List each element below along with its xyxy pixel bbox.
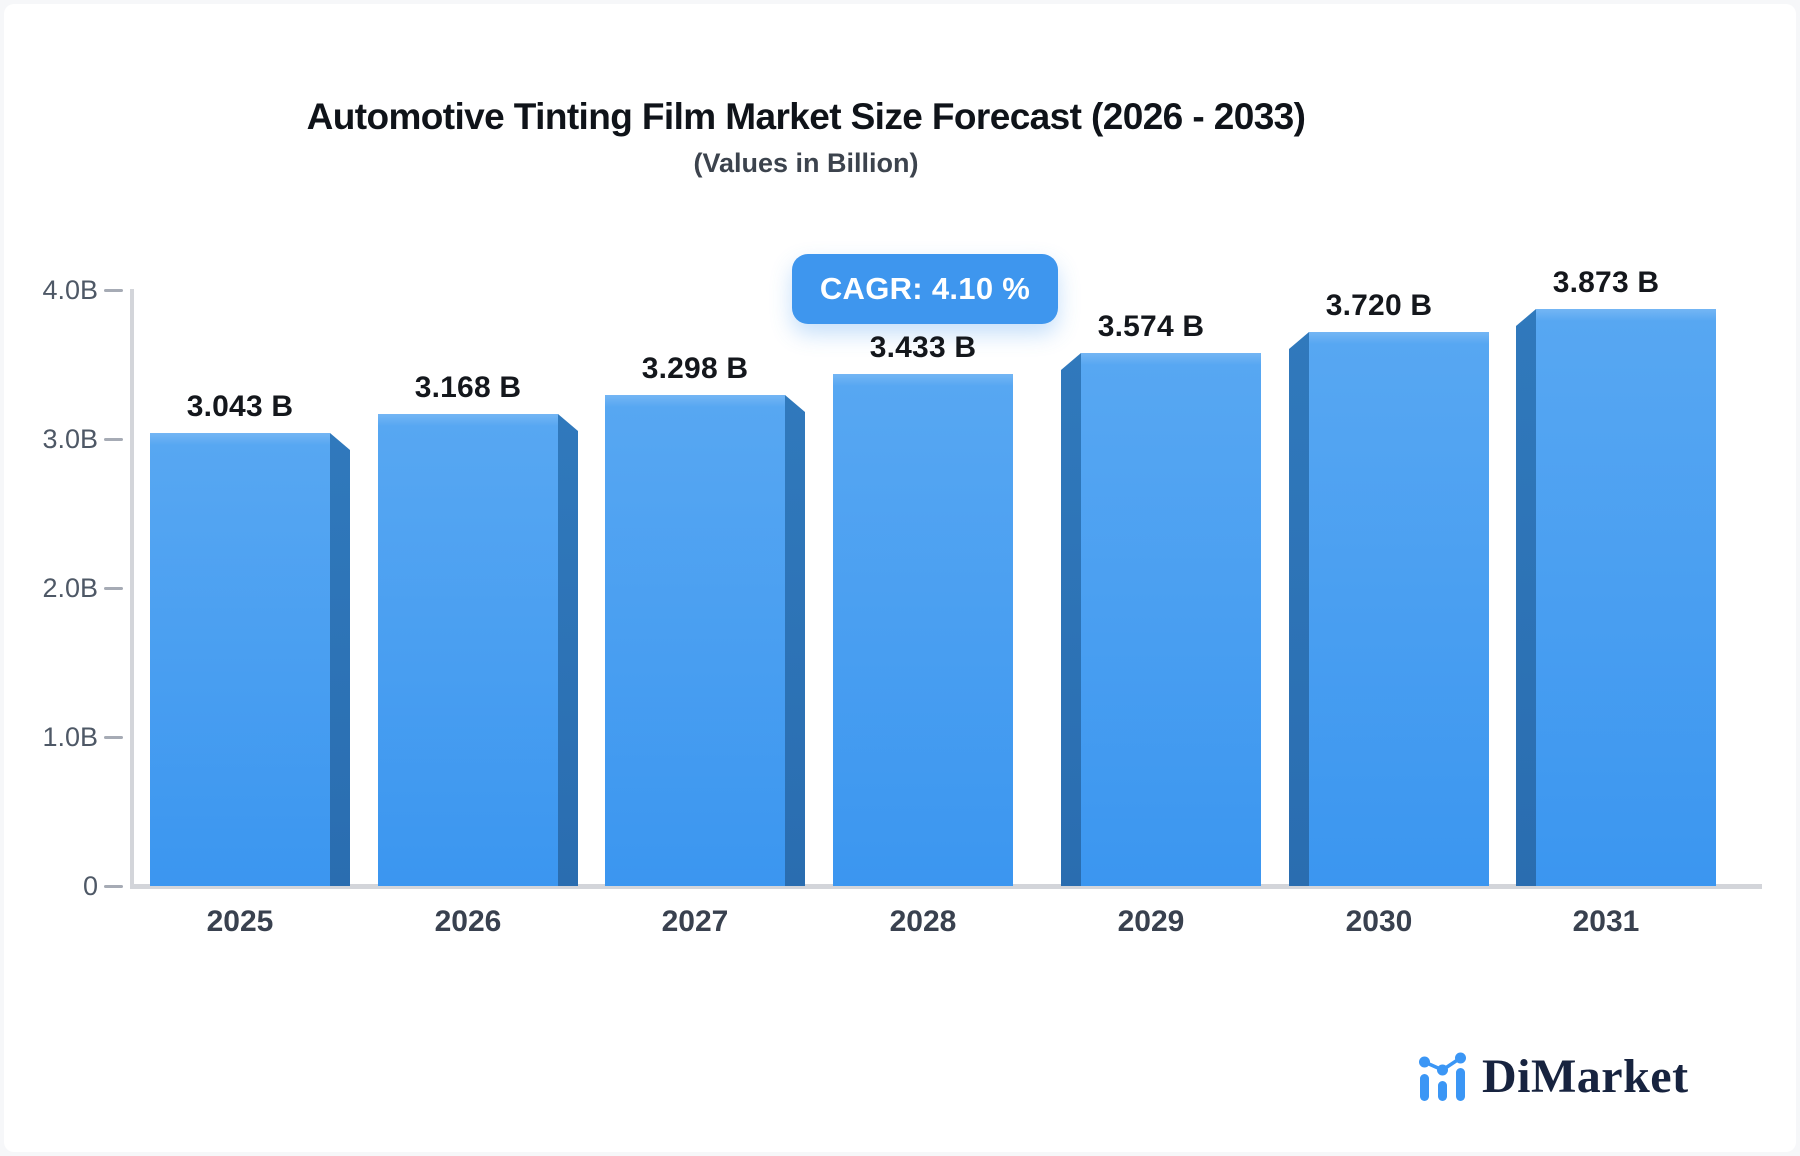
y-tick-label: 0 [82,871,98,901]
bar-group-2025: 3.043 B 2025 [150,391,350,938]
bar [1081,353,1261,886]
bar-value-label: 3.168 B [414,371,522,404]
bar-value-label: 3.043 B [186,390,294,423]
x-axis-label: 2027 [661,905,729,938]
y-tick-mark [104,288,123,292]
cagr-badge: CAGR: 4.10 % [792,254,1058,324]
y-tick-label: 3.0B [42,424,98,454]
bar-side-face [1289,332,1309,886]
chart-title: Automotive Tinting Film Market Size Fore… [306,96,1306,137]
x-axis-label: 2029 [1117,905,1185,938]
y-tick-label: 2.0B [42,573,98,603]
x-axis-label: 2030 [1345,905,1413,938]
bar-value-label: 3.574 B [1097,310,1205,343]
brand-logo-text: DiMarket [1482,1049,1689,1103]
bar-side-face [1061,353,1081,886]
y-tick-label: 4.0B [42,275,98,305]
x-axis-label: 2026 [434,905,502,938]
bar-value-label: 3.873 B [1552,266,1660,299]
bar-value-label: 3.720 B [1325,289,1433,322]
bar-side-face [330,433,350,886]
bar-side-face [558,414,578,886]
bar [605,395,785,886]
y-tick-label: 1.0B [42,722,98,752]
brand-logo: DiMarket [1418,1044,1689,1108]
y-tick-mark [104,437,123,441]
x-axis-baseline [130,884,1762,889]
bar-group-2028: 3.433 B 2028 [833,332,1013,938]
x-axis-label: 2031 [1572,905,1640,938]
bar-side-face [1516,309,1536,886]
bar-group-2029: 3.574 B 2029 [1061,311,1261,938]
bar [833,374,1013,886]
y-axis-line [130,289,134,886]
y-tick-mark [104,586,123,590]
bar-group-2026: 3.168 B 2026 [378,372,578,938]
x-axis-label: 2028 [889,905,957,938]
y-tick-mark [104,735,123,739]
chart-subtitle: (Values in Billion) [693,148,919,178]
bar [1309,332,1489,886]
bar-value-label: 3.433 B [869,331,977,364]
bar-value-label: 3.298 B [641,352,749,385]
cagr-badge-label: CAGR: 4.10 % [819,271,1031,306]
y-tick-mark [104,884,123,888]
bar-group-2031: 3.873 B 2031 [1516,267,1716,938]
x-axis-label: 2025 [206,905,274,938]
bar [1536,309,1716,886]
bar-side-face [785,395,805,886]
bar-group-2027: 3.298 B 2027 [605,353,805,938]
bar-group-2030: 3.720 B 2030 [1289,290,1489,938]
bar [150,433,330,886]
bar [378,414,558,886]
mini-bar-chart-logo-icon [1419,1052,1466,1101]
